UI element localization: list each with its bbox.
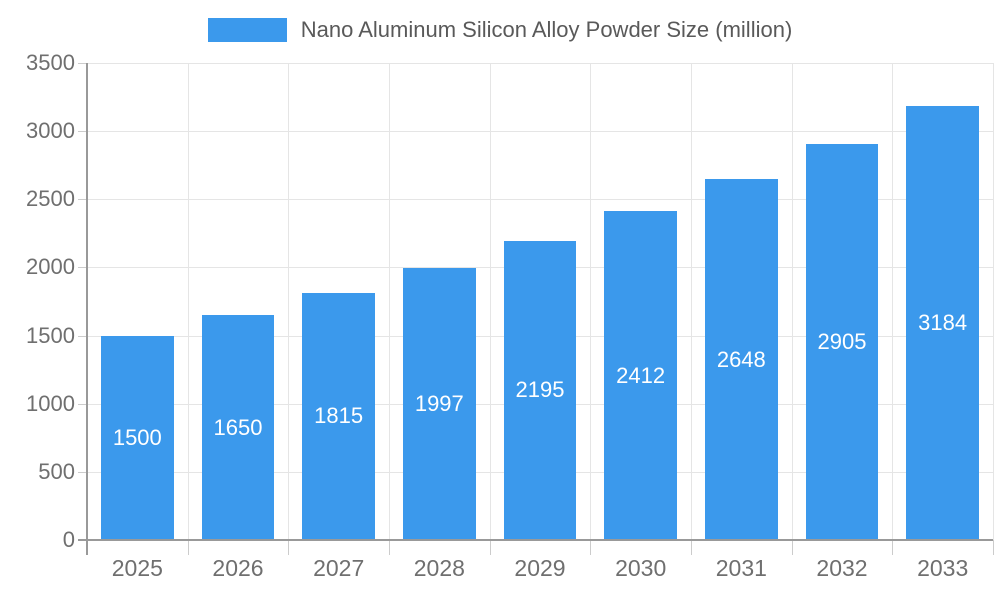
x-axis-tick bbox=[590, 540, 592, 555]
x-axis-line bbox=[78, 539, 993, 541]
bar-value-label: 1650 bbox=[213, 414, 263, 440]
x-tick-label: 2028 bbox=[413, 555, 465, 581]
v-gridline bbox=[590, 63, 592, 540]
y-tick-label: 1000 bbox=[26, 390, 75, 416]
bar-value-label: 1500 bbox=[112, 424, 162, 450]
x-tick-label: 2031 bbox=[715, 555, 767, 581]
v-gridline bbox=[791, 63, 793, 540]
v-gridline bbox=[388, 63, 390, 540]
y-axis-tick bbox=[78, 199, 87, 201]
bar-value-label: 3184 bbox=[918, 310, 968, 336]
x-tick-label: 2026 bbox=[212, 555, 264, 581]
legend[interactable]: Nano Aluminum Silicon Alloy Powder Size … bbox=[0, 17, 1000, 43]
y-axis-line bbox=[86, 63, 88, 555]
x-axis-tick bbox=[791, 540, 793, 555]
y-tick-label: 1500 bbox=[26, 322, 75, 348]
bar-2025[interactable]: 1500 bbox=[101, 335, 174, 540]
bar-value-label: 1997 bbox=[414, 390, 464, 416]
legend-label: Nano Aluminum Silicon Alloy Powder Size … bbox=[300, 17, 793, 42]
plot-area: 0 500 1000 1500 2000 2500 3000 3500 1500 2025 1650… bbox=[26, 52, 994, 580]
x-tick-label: 2033 bbox=[917, 555, 969, 581]
y-tick-label: 3500 bbox=[26, 50, 75, 75]
h-gridline bbox=[87, 199, 993, 201]
x-tick-label: 2025 bbox=[111, 555, 163, 581]
y-tick-label: 2500 bbox=[26, 186, 75, 212]
v-gridline bbox=[489, 63, 491, 540]
y-tick-label: 0 bbox=[62, 527, 75, 552]
y-axis-tick bbox=[78, 267, 87, 269]
x-axis-tick bbox=[993, 540, 994, 555]
v-gridline bbox=[187, 63, 189, 540]
bar-value-label: 2195 bbox=[515, 377, 565, 403]
bar-2026[interactable]: 1650 bbox=[201, 315, 275, 540]
bar-2029[interactable]: 2195 bbox=[503, 240, 577, 540]
x-axis-tick bbox=[288, 540, 290, 555]
x-axis-tick bbox=[187, 540, 189, 555]
x-tick-label: 2030 bbox=[615, 555, 667, 581]
x-tick-label: 2029 bbox=[514, 555, 566, 581]
y-axis-tick bbox=[78, 131, 87, 133]
v-gridline bbox=[993, 63, 994, 540]
v-gridline bbox=[690, 63, 692, 540]
v-gridline bbox=[288, 63, 290, 540]
x-axis-tick bbox=[690, 540, 692, 555]
y-tick-label: 3000 bbox=[26, 118, 75, 144]
y-tick-label: 2000 bbox=[26, 254, 75, 280]
bar-value-label: 2412 bbox=[616, 362, 666, 388]
y-axis-tick bbox=[78, 335, 87, 337]
legend-swatch-icon bbox=[207, 18, 287, 42]
bar-value-label: 2648 bbox=[716, 346, 766, 372]
bar-2032[interactable]: 2905 bbox=[805, 144, 879, 540]
v-gridline bbox=[892, 63, 894, 540]
x-tick-label: 2032 bbox=[816, 555, 868, 581]
bar-2028[interactable]: 1997 bbox=[403, 267, 476, 540]
x-tick-label: 2027 bbox=[313, 555, 365, 581]
h-gridline bbox=[87, 63, 993, 64]
y-axis-tick bbox=[78, 471, 87, 473]
bar-2030[interactable]: 2412 bbox=[604, 211, 677, 540]
y-axis-tick bbox=[78, 63, 87, 64]
bar-2033[interactable]: 3184 bbox=[906, 106, 979, 540]
x-axis-tick bbox=[388, 540, 390, 555]
bar-2027[interactable]: 1815 bbox=[302, 292, 375, 540]
x-axis-tick bbox=[892, 540, 894, 555]
y-tick-label: 500 bbox=[38, 458, 75, 484]
h-gridline bbox=[87, 131, 993, 133]
bar-value-label: 2905 bbox=[817, 329, 867, 355]
x-axis-tick bbox=[489, 540, 491, 555]
bar-value-label: 1815 bbox=[314, 403, 364, 429]
y-axis-tick bbox=[78, 403, 87, 405]
bar-2031[interactable]: 2648 bbox=[705, 179, 778, 540]
